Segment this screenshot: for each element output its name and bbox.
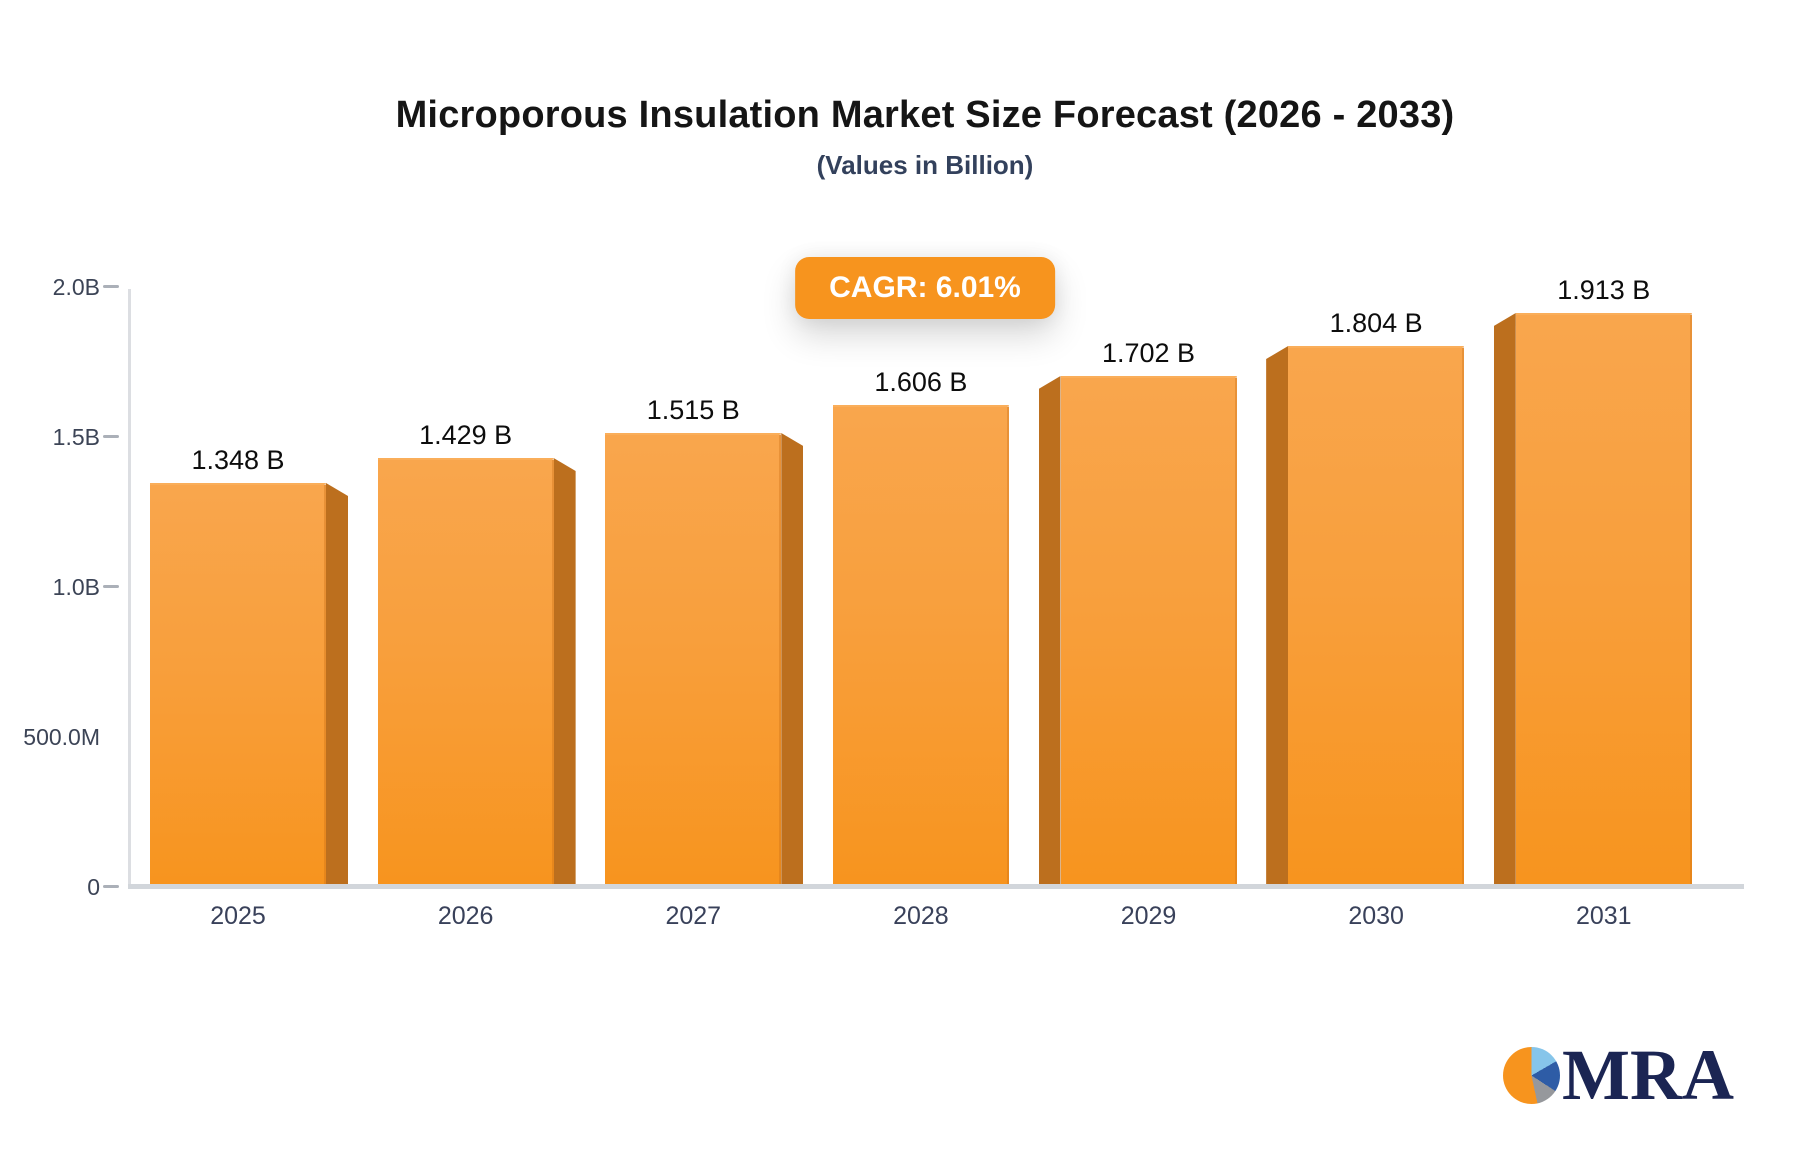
- mra-logo: MRA: [1503, 1039, 1734, 1111]
- x-axis-label: 2030: [1348, 902, 1404, 930]
- bar-value-label: 1.804 B: [1329, 308, 1423, 338]
- bar-value-label: 1.913 B: [1557, 275, 1651, 305]
- bar-side-3d: [1493, 313, 1516, 887]
- bar-side-3d: [553, 458, 576, 887]
- y-axis-tick: [103, 435, 119, 438]
- page-subtitle: (Values in Billion): [816, 150, 1034, 180]
- bar-2029: 1.702 B 2029: [1038, 338, 1237, 930]
- bar-face: [605, 433, 782, 887]
- x-axis-label: 2028: [893, 902, 949, 930]
- bar-2031: 1.913 B 2031: [1493, 275, 1692, 930]
- cagr-badge: CAGR: 6.01%: [795, 257, 1055, 319]
- logo-text: MRA: [1562, 1035, 1734, 1115]
- bar-2025: 1.348 B 2025: [150, 445, 348, 930]
- pie-chart-icon: [1503, 1046, 1560, 1104]
- bar-value-label: 1.348 B: [191, 445, 285, 475]
- x-axis-label: 2025: [210, 902, 266, 930]
- bar-2026: 1.429 B 2026: [377, 420, 576, 930]
- x-axis-label: 2026: [437, 902, 494, 930]
- y-axis-label: 0: [87, 874, 100, 900]
- bar-value-label: 1.702 B: [1101, 338, 1196, 368]
- bar-side-3d: [781, 433, 804, 887]
- y-axis-label: 2.0B: [52, 274, 100, 300]
- bar-side-3d: [1266, 346, 1289, 887]
- bar-value-label: 1.515 B: [646, 395, 740, 425]
- y-axis-label: 1.5B: [52, 424, 100, 450]
- bar-face: [1515, 313, 1692, 887]
- y-axis-label: 1.0B: [52, 574, 100, 600]
- x-axis-label: 2031: [1575, 902, 1632, 930]
- bar-face: [1288, 346, 1465, 887]
- x-axis-label: 2027: [665, 902, 722, 930]
- y-axis-tick: [103, 585, 119, 588]
- y-axis-tick: [103, 885, 119, 888]
- bar-value-label: 1.606 B: [874, 367, 968, 397]
- x-axis-line: [128, 884, 1744, 889]
- bar-2028: 1.606 B 2028: [832, 367, 1009, 930]
- bar-face: [377, 458, 554, 887]
- y-axis-line: [128, 289, 131, 887]
- bar-side-3d: [1038, 376, 1061, 887]
- y-axis-label: 500.0M: [23, 724, 100, 750]
- bar-face: [832, 405, 1009, 887]
- bar-2030: 1.804 B 2030: [1266, 308, 1465, 930]
- bar-value-label: 1.429 B: [419, 420, 513, 450]
- bar-side-3d: [326, 483, 348, 887]
- x-axis-label: 2029: [1120, 902, 1177, 930]
- bars-layer: 1.348 B 2025 1.429 B 2026 1.515 B 2027 1.606 B…: [130, 275, 1745, 930]
- bar-2027: 1.515 B 2027: [605, 395, 804, 930]
- page-title: Microporous Insulation Market Size Forec…: [395, 94, 1455, 136]
- bar-face: [1060, 376, 1237, 887]
- y-axis-tick: [103, 285, 119, 288]
- bar-face: [150, 483, 326, 887]
